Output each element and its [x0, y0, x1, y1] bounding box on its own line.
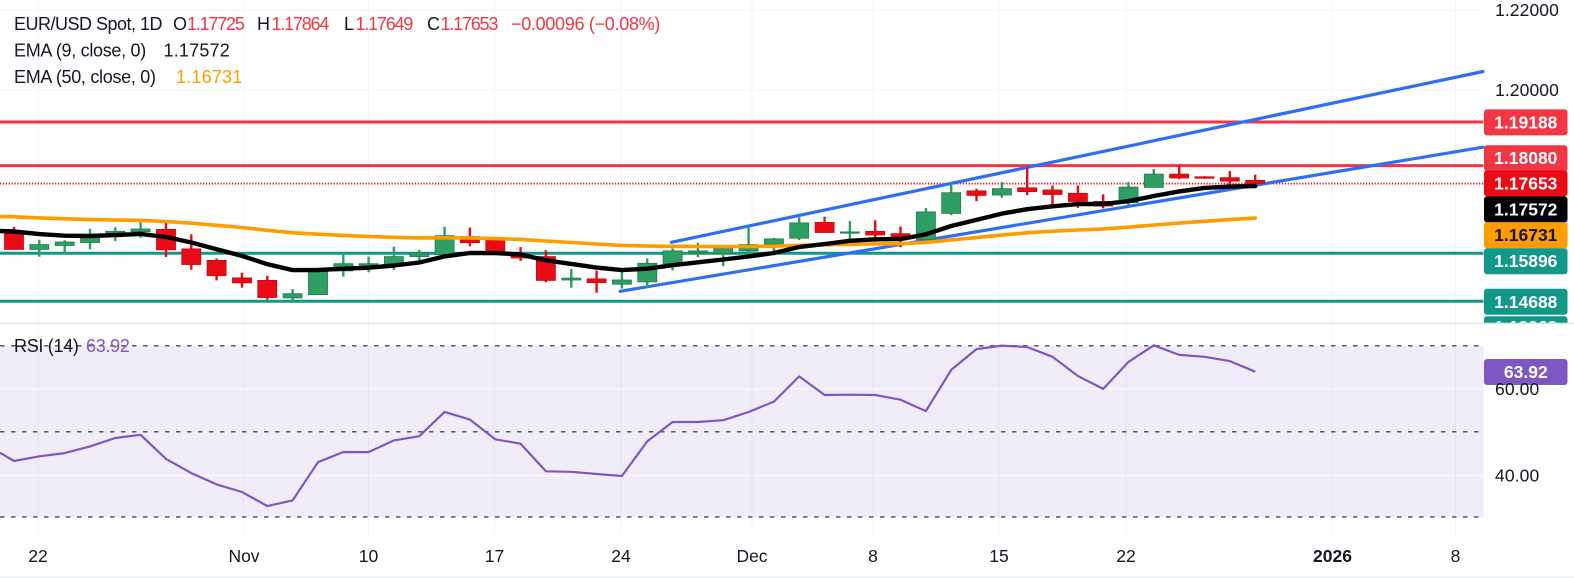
svg-text:22: 22: [1116, 546, 1135, 566]
svg-text:H: H: [257, 14, 270, 34]
svg-text:1.19188: 1.19188: [1494, 112, 1558, 132]
svg-text:C: C: [427, 14, 440, 34]
svg-text:1.14688: 1.14688: [1494, 292, 1558, 312]
svg-text:L: L: [344, 14, 354, 34]
svg-text:2026: 2026: [1313, 546, 1352, 566]
svg-text:1.17653: 1.17653: [1494, 173, 1558, 193]
svg-text:8: 8: [868, 546, 878, 566]
svg-text:63.92: 63.92: [1504, 362, 1548, 382]
svg-text:EMA (50, close, 0): EMA (50, close, 0): [14, 67, 156, 87]
svg-text:1.17864: 1.17864: [272, 14, 330, 34]
svg-text:1.17725: 1.17725: [187, 14, 245, 34]
svg-text:1.18080: 1.18080: [1494, 148, 1558, 168]
svg-text:Dec: Dec: [736, 546, 767, 566]
svg-text:60.00: 60.00: [1495, 379, 1539, 399]
svg-text:8: 8: [1451, 546, 1461, 566]
svg-text:EMA (9, close, 0): EMA (9, close, 0): [14, 41, 146, 61]
svg-text:1.17653: 1.17653: [441, 14, 499, 34]
svg-text:RSI (14): RSI (14): [14, 336, 79, 356]
svg-text:17: 17: [485, 546, 504, 566]
svg-text:1.17572: 1.17572: [1494, 199, 1558, 219]
svg-text:1.16731: 1.16731: [176, 67, 242, 87]
svg-text:22: 22: [28, 546, 47, 566]
svg-text:1.20000: 1.20000: [1495, 80, 1559, 100]
svg-text:1.22000: 1.22000: [1495, 0, 1559, 20]
svg-text:EUR/USD Spot, 1D: EUR/USD Spot, 1D: [14, 14, 163, 34]
svg-text:40.00: 40.00: [1495, 466, 1539, 486]
svg-text:1.13969: 1.13969: [1494, 317, 1558, 337]
svg-text:1.15896: 1.15896: [1494, 251, 1558, 271]
svg-text:24: 24: [611, 546, 631, 566]
svg-text:Nov: Nov: [228, 546, 259, 566]
svg-text:O: O: [173, 14, 187, 34]
svg-text:63.92: 63.92: [86, 336, 130, 356]
svg-text:1.17572: 1.17572: [164, 41, 230, 61]
svg-text:1.16731: 1.16731: [1494, 225, 1558, 245]
svg-text:−0.00096 (−0.08%): −0.00096 (−0.08%): [511, 14, 660, 34]
svg-text:1.17649: 1.17649: [356, 14, 414, 34]
svg-text:15: 15: [989, 546, 1008, 566]
svg-text:10: 10: [359, 546, 379, 566]
